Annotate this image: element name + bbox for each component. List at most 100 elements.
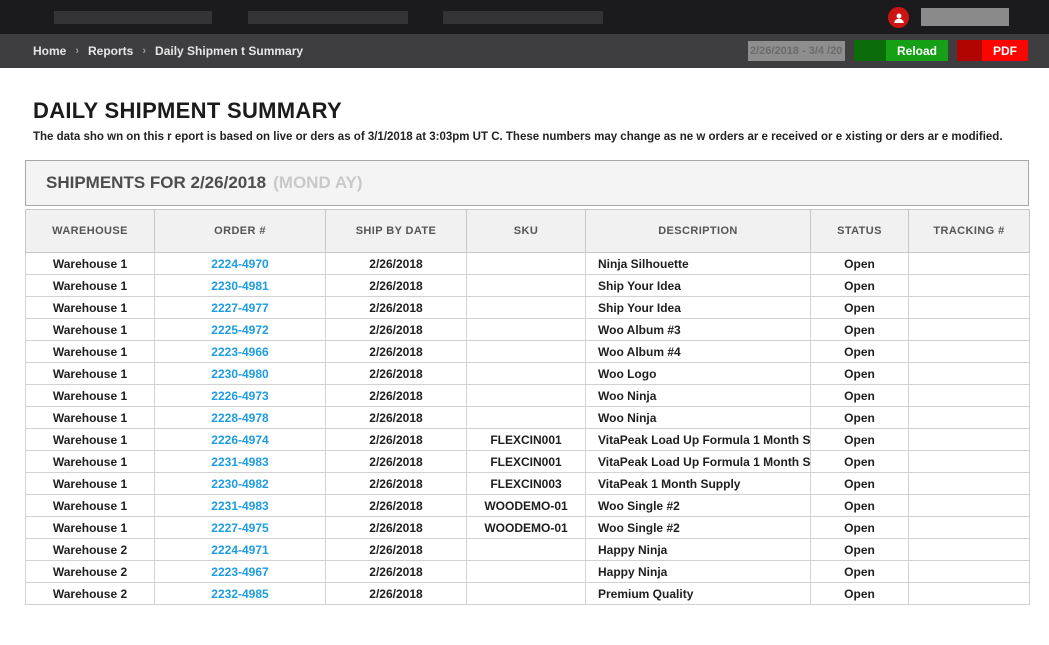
table-row: Warehouse 1 2223-4966 2/26/2018 Woo Album #… (25, 340, 1030, 363)
cell-order: 2226-4974 (154, 428, 326, 451)
cell-sku (466, 384, 586, 407)
order-link[interactable]: 2223-4967 (211, 564, 269, 579)
order-link[interactable]: 2230-4980 (211, 366, 269, 381)
user-avatar-icon[interactable] (888, 7, 909, 28)
order-link[interactable]: 2226-4974 (211, 432, 269, 447)
cell-sku (466, 406, 586, 429)
cell-order: 2231-4983 (154, 450, 326, 473)
cell-sku (466, 362, 586, 385)
page-description: The data sho wn on this r eport is based… (33, 131, 1003, 143)
cell-sku (466, 296, 586, 319)
col-header-warehouse: WAREHOUSE (25, 209, 155, 253)
cell-order: 2228-4978 (154, 406, 326, 429)
cell-tracking (908, 538, 1030, 561)
order-link[interactable]: 2224-4970 (211, 256, 269, 271)
toolbar: Reload PDF (747, 40, 1028, 61)
cell-warehouse: Warehouse 1 (25, 406, 155, 429)
table-row: Warehouse 2 2232-4985 2/26/2018 Premium Qua… (25, 582, 1030, 605)
cell-ship-by-date: 2/26/2018 (325, 340, 467, 363)
breadcrumb-current-page: Daily Shipmen t Summary (155, 44, 304, 58)
cell-status: Open (810, 450, 909, 473)
cell-tracking (908, 450, 1030, 473)
table-row: Warehouse 1 2226-4973 2/26/2018 Woo Ninja Op… (25, 384, 1030, 407)
chevron-right-icon: › (142, 45, 147, 57)
cell-warehouse: Warehouse 1 (25, 384, 155, 407)
breadcrumb-bar: Home › Reports › Daily Shipmen t Summary… (0, 34, 1049, 68)
page-title: DAILY SHIPMENT SUMMARY (33, 98, 342, 123)
reload-button[interactable]: Reload (853, 40, 948, 61)
nav-placeholder[interactable] (54, 11, 212, 24)
cell-status: Open (810, 494, 909, 517)
cell-warehouse: Warehouse 2 (25, 538, 155, 561)
pdf-button[interactable]: PDF (957, 40, 1028, 61)
order-link[interactable]: 2232-4985 (211, 586, 269, 601)
cell-tracking (908, 428, 1030, 451)
cell-warehouse: Warehouse 2 (25, 582, 155, 605)
table-row: Warehouse 1 2227-4977 2/26/2018 Ship Your I… (25, 296, 1030, 319)
cell-status: Open (810, 472, 909, 495)
order-link[interactable]: 2224-4971 (211, 542, 269, 557)
cell-status: Open (810, 560, 909, 583)
breadcrumb-home[interactable]: Home (33, 44, 67, 58)
cell-order: 2232-4985 (154, 582, 326, 605)
cell-warehouse: Warehouse 1 (25, 450, 155, 473)
date-range-input[interactable] (747, 40, 845, 61)
order-link[interactable]: 2230-4982 (211, 476, 269, 491)
table-row: Warehouse 1 2224-4970 2/26/2018 Ninja Silho… (25, 252, 1030, 275)
cell-order: 2223-4966 (154, 340, 326, 363)
cell-sku (466, 538, 586, 561)
cell-order: 2230-4980 (154, 362, 326, 385)
cell-description: Woo Single #2 (585, 494, 811, 517)
nav-placeholder[interactable] (248, 11, 408, 24)
username-placeholder[interactable] (921, 8, 1009, 26)
order-link[interactable]: 2225-4972 (211, 322, 269, 337)
order-link[interactable]: 2227-4975 (211, 520, 269, 535)
table-row: Warehouse 1 2230-4980 2/26/2018 Woo Logo Ope… (25, 362, 1030, 385)
table-row: Warehouse 1 2230-4982 2/26/2018 FLEXCIN003 V… (25, 472, 1030, 495)
breadcrumb-reports[interactable]: Reports (88, 44, 134, 58)
order-link[interactable]: 2228-4978 (211, 410, 269, 425)
cell-ship-by-date: 2/26/2018 (325, 362, 467, 385)
top-nav-bar (0, 0, 1049, 34)
order-link[interactable]: 2231-4983 (211, 498, 269, 513)
cell-warehouse: Warehouse 1 (25, 428, 155, 451)
cell-sku: WOODEMO-01 (466, 494, 586, 517)
order-link[interactable]: 2230-4981 (211, 278, 269, 293)
cell-description: Woo Album #4 (585, 340, 811, 363)
cell-sku: WOODEMO-01 (466, 516, 586, 539)
cell-description: Woo Ninja (585, 384, 811, 407)
cell-order: 2227-4977 (154, 296, 326, 319)
cell-ship-by-date: 2/26/2018 (325, 516, 467, 539)
shipments-heading: SHIPMENTS FOR 2/26/2018 (46, 173, 267, 192)
cell-ship-by-date: 2/26/2018 (325, 252, 467, 275)
cell-tracking (908, 252, 1030, 275)
table-row: Warehouse 1 2226-4974 2/26/2018 FLEXCIN001 V… (25, 428, 1030, 451)
col-header-order: ORDER # (154, 209, 326, 253)
table-row: Warehouse 2 2223-4967 2/26/2018 Happy Ninja… (25, 560, 1030, 583)
cell-order: 2231-4983 (154, 494, 326, 517)
order-link[interactable]: 2227-4977 (211, 300, 269, 315)
cell-status: Open (810, 362, 909, 385)
order-link[interactable]: 2223-4966 (211, 344, 269, 359)
table-header-row: WAREHOUSE ORDER # SHIP BY DATE SKU DESCR… (25, 209, 1030, 253)
shipments-heading-day: (MOND AY) (273, 173, 363, 192)
col-header-tracking: TRACKING # (908, 209, 1030, 253)
cell-description: Premium Quality (585, 582, 811, 605)
col-header-sku: SKU (466, 209, 586, 253)
table-row: Warehouse 1 2227-4975 2/26/2018 WOODEMO-01 W… (25, 516, 1030, 539)
cell-ship-by-date: 2/26/2018 (325, 538, 467, 561)
table-row: Warehouse 2 2224-4971 2/26/2018 Happy Ninja… (25, 538, 1030, 561)
cell-tracking (908, 318, 1030, 341)
order-link[interactable]: 2226-4973 (211, 388, 269, 403)
cell-tracking (908, 406, 1030, 429)
shipments-panel-header: SHIPMENTS FOR 2/26/2018 (MOND AY) (25, 160, 1029, 206)
cell-status: Open (810, 582, 909, 605)
order-link[interactable]: 2231-4983 (211, 454, 269, 469)
cell-warehouse: Warehouse 1 (25, 340, 155, 363)
pdf-icon (957, 40, 982, 61)
nav-placeholder[interactable] (443, 11, 603, 24)
cell-status: Open (810, 516, 909, 539)
cell-order: 2230-4982 (154, 472, 326, 495)
cell-description: VitaPeak Load Up Formula 1 Month Supply (585, 450, 811, 473)
cell-warehouse: Warehouse 1 (25, 472, 155, 495)
